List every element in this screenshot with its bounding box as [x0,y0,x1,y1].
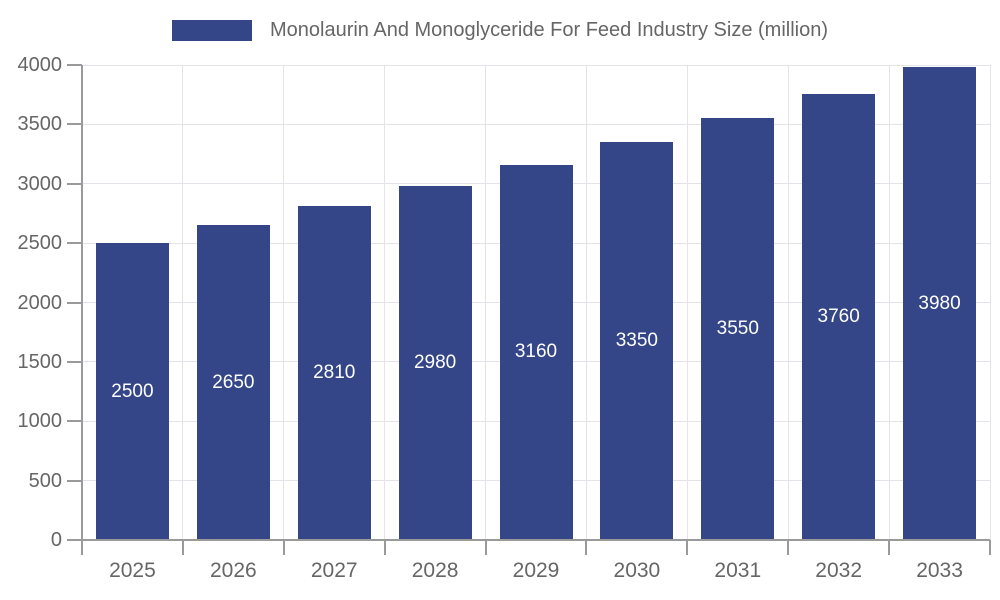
x-axis-tick [787,540,790,555]
x-axis-tick [989,540,991,555]
bar-value-label: 2810 [313,362,356,384]
gridline-vertical [989,65,991,540]
y-axis-tick-label: 2500 [17,232,63,255]
bar-value-label: 3160 [514,341,558,363]
gridline-horizontal [82,123,990,125]
bar-2030: 3350 [600,142,674,540]
x-axis-tick-label: 2027 [310,559,358,582]
x-axis-tick-label: 2026 [209,559,257,582]
x-axis-tick-label: 2028 [411,559,459,582]
x-axis-tick [686,540,689,555]
y-axis-tick [67,301,82,304]
x-axis-tick [181,540,184,555]
bar-value-label: 2980 [413,352,457,374]
bar-value-label: 3760 [817,305,860,327]
gridline-vertical [283,65,285,540]
x-axis-tick-label: 2031 [714,559,762,582]
y-axis-tick-label: 4000 [17,54,63,76]
y-axis-tick [67,420,82,423]
bar-value-label: 3980 [918,292,961,314]
gridline-vertical [686,65,688,540]
y-axis-tick [67,242,82,245]
y-axis-tick-label: 500 [28,469,62,492]
x-axis-tick [888,540,891,555]
gridline-vertical [888,65,890,540]
bar-value-label: 2650 [212,371,255,393]
gridline-vertical [182,65,184,540]
plot-area: 2500 2650 2810 2980 3160 3350 3550 3760 3980 0 50… [18,54,991,582]
x-axis-line [81,539,990,541]
bar-2028: 2980 [398,186,472,540]
x-axis-tick [585,540,588,555]
y-axis-tick [67,479,82,482]
chart-title: Monolaurin And Monoglyceride For Feed In… [269,19,829,41]
bar-2032: 3760 [802,93,876,540]
bar-2033: 3980 [903,67,977,540]
gridline-vertical [787,65,789,540]
y-axis-tick-label: 0 [50,529,62,551]
y-axis-tick [67,360,82,363]
y-axis-tick [67,123,82,126]
y-axis-tick-label: 1000 [17,410,63,433]
bar-value-label: 3550 [716,318,759,340]
legend-swatch [171,20,252,41]
x-axis-tick-label: 2033 [916,559,963,582]
y-axis-tick-label: 3000 [17,172,63,195]
x-axis-tick-label: 2030 [613,559,661,582]
y-axis-tick-label: 2000 [17,291,63,314]
bar-value-label: 2500 [111,380,154,402]
x-axis-tick [484,540,487,555]
bar-2027: 2810 [297,206,371,540]
gridline-vertical [585,65,587,540]
gridline-vertical [384,65,386,540]
bar-2031: 3550 [701,118,775,540]
y-axis-tick [67,539,82,541]
x-axis-tick [81,540,83,555]
bar-value-label: 3350 [615,330,659,352]
x-axis-tick-label: 2029 [512,559,560,582]
gridline-horizontal [82,64,990,66]
bar-2026: 2650 [196,225,270,540]
y-axis-tick-label: 1500 [17,350,63,373]
y-axis-tick-label: 3500 [17,113,63,136]
legend: Monolaurin And Monoglyceride For Feed In… [0,19,1000,42]
gridline-vertical [485,65,487,540]
y-axis-tick [67,182,82,185]
y-axis-line [81,65,83,540]
y-axis-tick [67,64,82,66]
x-axis-tick [383,540,386,555]
bar-2029: 3160 [499,164,573,540]
x-axis-tick-label: 2025 [109,559,156,582]
x-axis-tick-label: 2032 [815,559,863,582]
x-axis-tick [282,540,285,555]
bar-2025: 2500 [95,243,169,540]
